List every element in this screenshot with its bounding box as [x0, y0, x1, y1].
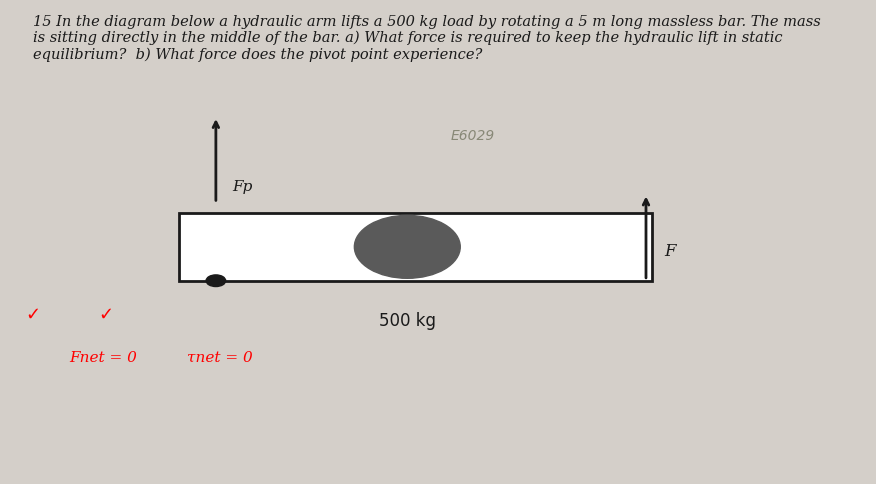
Text: ✓: ✓ [25, 305, 40, 324]
Text: τnet = 0: τnet = 0 [187, 351, 253, 365]
Bar [180, 213, 652, 281]
Text: F: F [664, 243, 675, 260]
Text: Fnet = 0: Fnet = 0 [69, 351, 138, 365]
Text: Fp: Fp [232, 180, 252, 194]
Circle shape [355, 215, 460, 278]
Text: 15 In the diagram below a hydraulic arm lifts a 500 kg load by rotating a 5 m lo: 15 In the diagram below a hydraulic arm … [32, 15, 820, 62]
Text: 500 kg: 500 kg [378, 312, 435, 330]
Text: E6029: E6029 [450, 129, 495, 142]
Text: ✓: ✓ [98, 305, 114, 324]
Circle shape [206, 275, 226, 287]
